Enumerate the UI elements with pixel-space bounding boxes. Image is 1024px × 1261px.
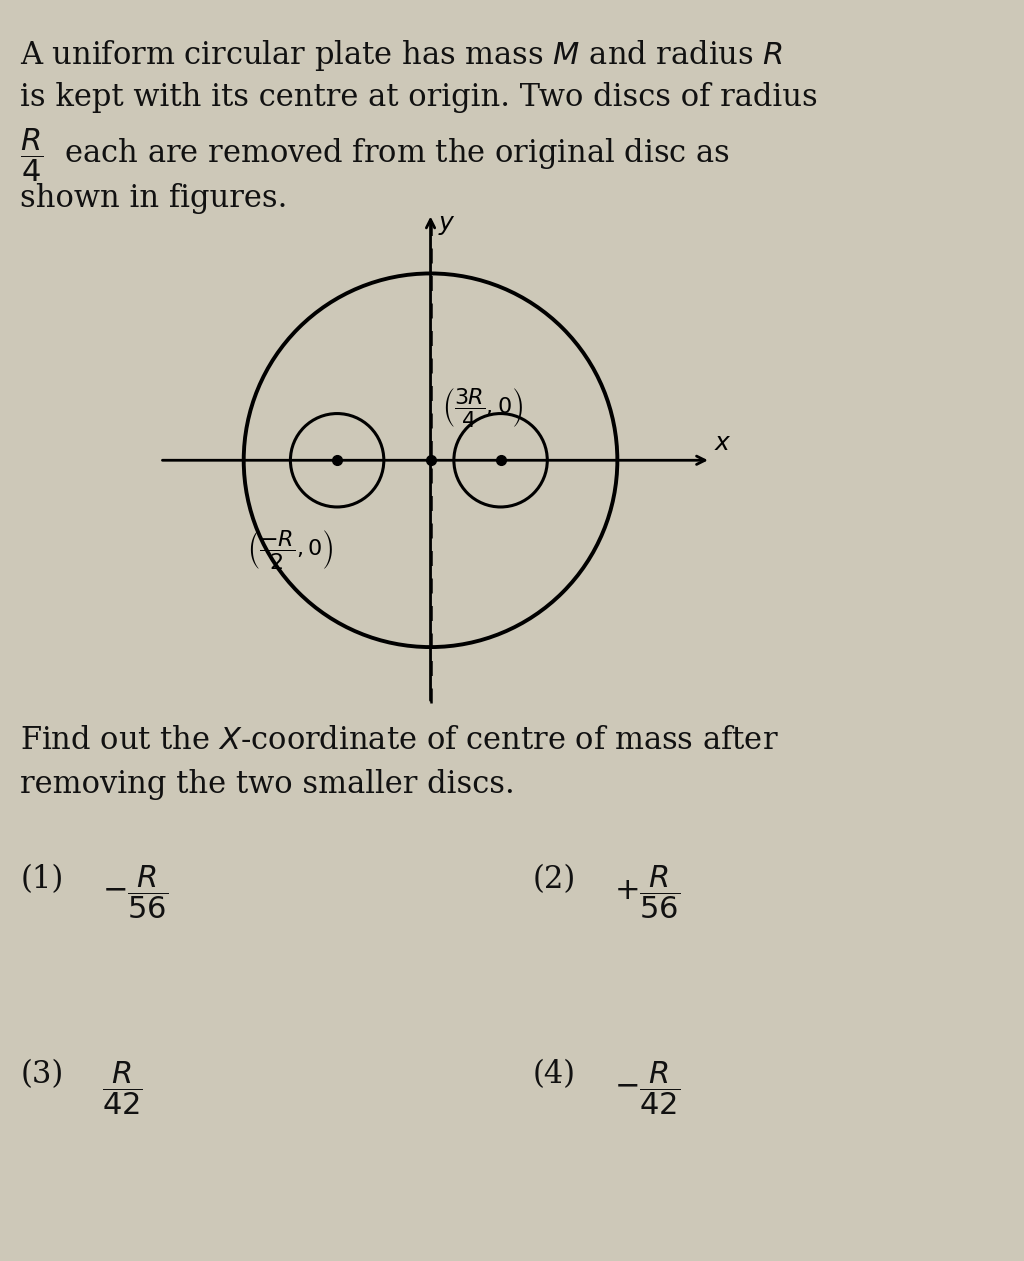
Text: $x$: $x$	[715, 431, 732, 455]
Text: (1): (1)	[20, 864, 63, 895]
Text: $+\dfrac{R}{56}$: $+\dfrac{R}{56}$	[614, 864, 681, 922]
Text: $\left(\dfrac{3R}{4},0\right)$: $\left(\dfrac{3R}{4},0\right)$	[441, 386, 523, 430]
Text: $y$: $y$	[438, 213, 456, 237]
Text: $\dfrac{R}{42}$: $\dfrac{R}{42}$	[102, 1059, 143, 1117]
Text: $-\dfrac{R}{42}$: $-\dfrac{R}{42}$	[614, 1059, 681, 1117]
Text: (2): (2)	[532, 864, 575, 895]
Text: $-\dfrac{R}{56}$: $-\dfrac{R}{56}$	[102, 864, 169, 922]
Text: (4): (4)	[532, 1059, 575, 1091]
Text: A uniform circular plate has mass $M$ and radius $R$: A uniform circular plate has mass $M$ an…	[20, 38, 783, 73]
Text: Find out the $X$-coordinate of centre of mass after: Find out the $X$-coordinate of centre of…	[20, 725, 779, 757]
Text: is kept with its centre at origin. Two discs of radius: is kept with its centre at origin. Two d…	[20, 82, 818, 113]
Text: shown in figures.: shown in figures.	[20, 183, 288, 214]
Text: (3): (3)	[20, 1059, 63, 1091]
Text: $\dfrac{R}{4}$  each are removed from the original disc as: $\dfrac{R}{4}$ each are removed from the…	[20, 126, 730, 184]
Text: $\left(\dfrac{-R}{2},0\right)$: $\left(\dfrac{-R}{2},0\right)$	[248, 528, 334, 571]
Text: removing the two smaller discs.: removing the two smaller discs.	[20, 769, 515, 801]
